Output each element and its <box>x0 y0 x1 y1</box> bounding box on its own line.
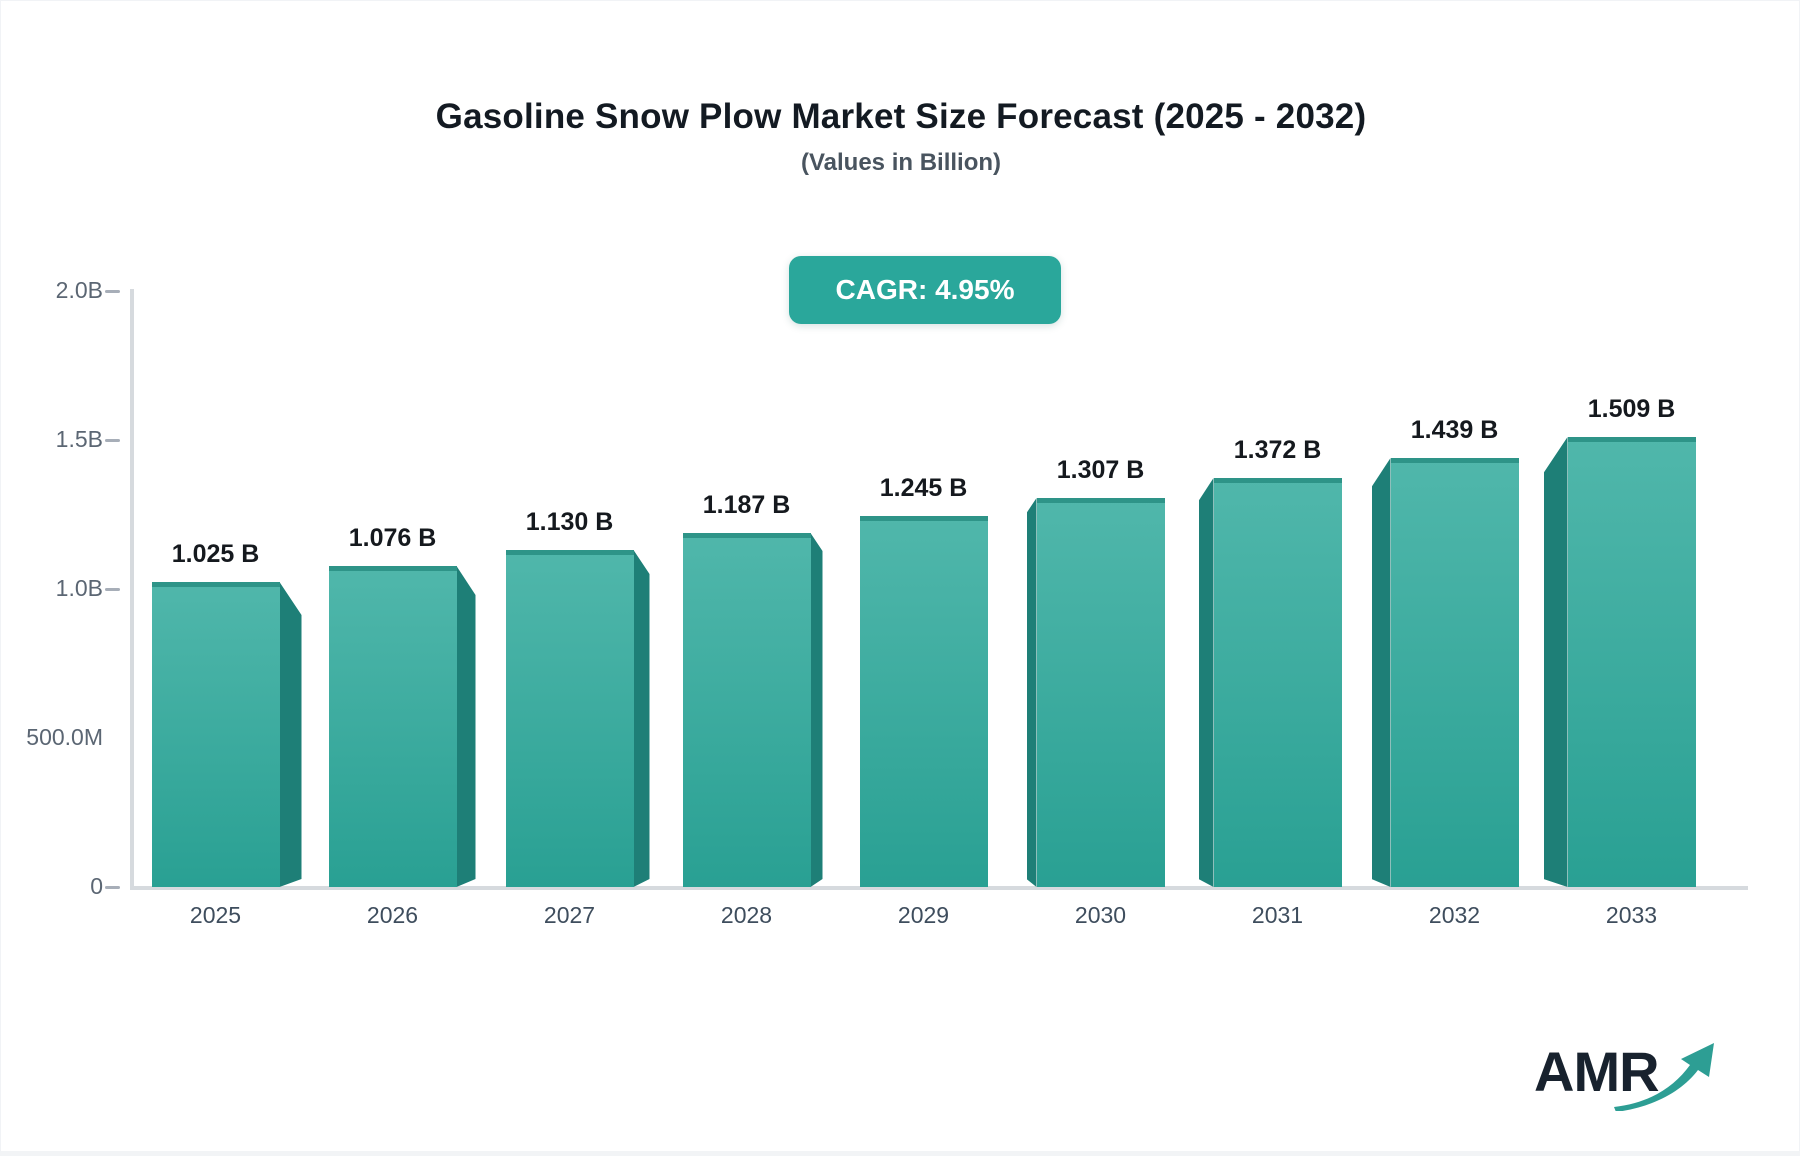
bar-side-face <box>1026 498 1037 887</box>
bar-top-edge <box>682 533 811 538</box>
x-axis-label: 2032 <box>1428 902 1481 928</box>
bar-2027 <box>505 550 634 887</box>
y-tick-dash <box>105 886 120 889</box>
x-axis-label: 2028 <box>720 902 773 928</box>
y-tick-label: 1.0B <box>55 575 103 601</box>
bar-top-edge <box>151 582 280 587</box>
bar-2032 <box>1390 458 1519 887</box>
y-tick-dash <box>105 588 120 591</box>
y-axis <box>130 289 134 889</box>
bar-top-edge <box>1567 437 1696 442</box>
bar-top-edge <box>1036 498 1165 503</box>
page-subtitle: (Values in Billion) <box>800 149 1002 176</box>
bar-side-face <box>1543 437 1568 887</box>
brand-name: AMR <box>1534 1040 1660 1103</box>
x-axis-label: 2033 <box>1605 902 1658 928</box>
bar-side-face <box>633 550 650 887</box>
bar-side-face <box>279 582 302 887</box>
bar-value-label: 1.076 B <box>348 524 437 552</box>
growth-arrow-icon <box>1614 1043 1714 1111</box>
y-tick-label: 500.0M <box>26 724 103 750</box>
bar-top-edge <box>1390 458 1519 463</box>
y-tick-dash <box>105 290 120 293</box>
bar-side-face <box>810 533 823 887</box>
x-axis-label: 2029 <box>897 902 950 928</box>
brand-logo: AMR <box>1534 1031 1714 1111</box>
bar-top-edge <box>859 516 988 521</box>
bar-top-edge <box>505 550 634 555</box>
page-title: Gasoline Snow Plow Market Size Forecast … <box>435 97 1367 136</box>
bar-side-face <box>1371 458 1391 887</box>
y-tick-dash <box>105 439 120 442</box>
x-axis-label: 2025 <box>189 902 242 928</box>
bar-value-label: 1.372 B <box>1233 436 1322 464</box>
bar-2031 <box>1213 478 1342 887</box>
bar-side-face <box>1198 478 1214 887</box>
bar-2025 <box>151 582 280 887</box>
y-tick-label: 1.5B <box>55 426 103 452</box>
bar-value-label: 1.245 B <box>879 474 968 502</box>
bar-top-edge <box>328 566 457 571</box>
x-axis-label: 2027 <box>543 902 596 928</box>
bar-value-label: 1.187 B <box>702 491 791 519</box>
bar-value-label: 1.509 B <box>1587 395 1676 423</box>
y-tick-label: 2.0B <box>55 277 103 303</box>
x-axis-label: 2031 <box>1251 902 1304 928</box>
bar-2026 <box>328 566 457 887</box>
bar-2033 <box>1567 437 1696 887</box>
bar-top-edge <box>1213 478 1342 483</box>
cagr-badge: CAGR: 4.95% <box>789 256 1061 324</box>
bar-value-label: 1.130 B <box>525 508 614 536</box>
bar-2028 <box>682 533 811 887</box>
bar-value-label: 1.307 B <box>1056 456 1145 484</box>
x-axis-label: 2030 <box>1074 902 1127 928</box>
x-axis <box>130 886 1748 890</box>
bar-side-face <box>456 566 476 887</box>
bar-2030 <box>1036 498 1165 887</box>
bar-2029 <box>859 516 988 887</box>
x-axis-label: 2026 <box>366 902 419 928</box>
y-tick-label: 0 <box>90 873 103 899</box>
bar-value-label: 1.439 B <box>1410 416 1499 444</box>
bar-value-label: 1.025 B <box>171 540 260 568</box>
